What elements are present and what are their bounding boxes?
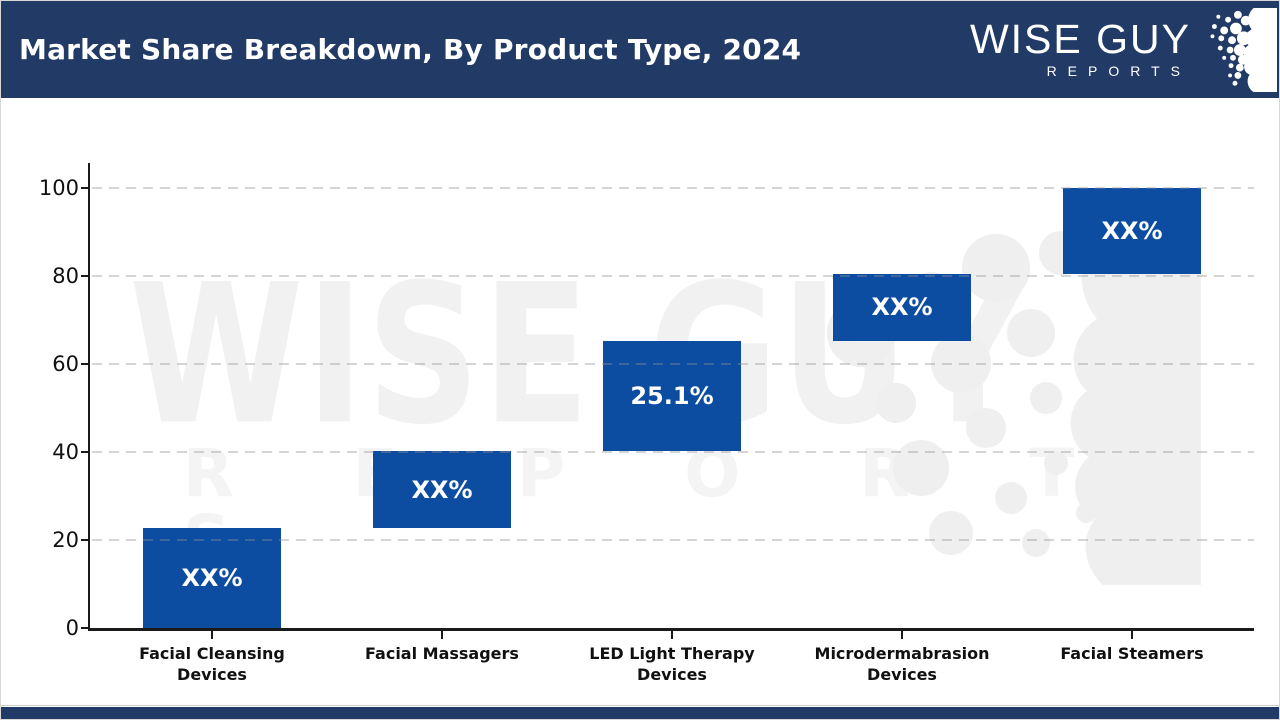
y-axis-tick-mark — [81, 539, 90, 541]
gridline — [92, 187, 1254, 189]
x-axis-tick-mark — [1131, 630, 1133, 639]
y-axis-tick-label: 60 — [52, 352, 79, 376]
y-axis-tick-mark — [81, 451, 90, 453]
bar-segment — [1063, 188, 1201, 275]
gridline — [92, 363, 1254, 365]
x-axis-tick-mark — [441, 630, 443, 639]
y-axis-tick-mark — [81, 275, 90, 277]
page-title: Market Share Breakdown, By Product Type,… — [19, 33, 802, 66]
gridline — [92, 451, 1254, 453]
bar-segment — [143, 528, 281, 628]
y-axis-tick-label: 100 — [38, 176, 79, 200]
y-axis-tick-label: 20 — [52, 528, 79, 552]
y-axis-tick-mark — [81, 363, 90, 365]
bar-segment — [373, 451, 511, 529]
brand-wordmark: WISE GUY REPORTS — [970, 17, 1191, 80]
category-label: LED Light Therapy Devices — [589, 644, 755, 684]
x-axis-tick-mark — [671, 630, 673, 639]
brand-head-icon — [1210, 7, 1277, 93]
category-label: Facial Steamers — [1060, 644, 1204, 663]
brand-name: WISE GUY — [969, 16, 1191, 62]
gridline — [92, 539, 1254, 541]
x-axis-tick-mark — [211, 630, 213, 639]
bar-value-label: XX% — [181, 564, 243, 593]
category-label: Microdermabrasion Devices — [814, 644, 990, 684]
gridline — [92, 275, 1254, 277]
y-axis-tick-label: 80 — [52, 264, 79, 288]
category-label: Facial Massagers — [365, 644, 519, 663]
bar-value-label: XX% — [1101, 217, 1163, 246]
y-axis-spine — [88, 163, 90, 631]
x-axis-tick-mark — [901, 630, 903, 639]
y-axis-tick-mark — [81, 627, 90, 629]
bar-segment — [833, 274, 971, 341]
bar-value-label: XX% — [871, 293, 933, 322]
brand-subtitle: REPORTS — [1046, 63, 1191, 79]
y-axis-tick-label: 0 — [65, 616, 79, 640]
bar-value-label: XX% — [411, 475, 473, 504]
y-axis-tick-label: 40 — [52, 440, 79, 464]
category-label: Facial Cleansing Devices — [139, 644, 285, 684]
x-axis-spine — [88, 628, 1254, 631]
bar-value-label: 25.1% — [630, 381, 714, 410]
footer-bar — [1, 707, 1279, 719]
header-bar: Market Share Breakdown, By Product Type,… — [1, 1, 1279, 98]
bar-segment — [603, 340, 741, 452]
footer-hairline — [1, 705, 1279, 706]
y-axis-tick-mark — [81, 187, 90, 189]
